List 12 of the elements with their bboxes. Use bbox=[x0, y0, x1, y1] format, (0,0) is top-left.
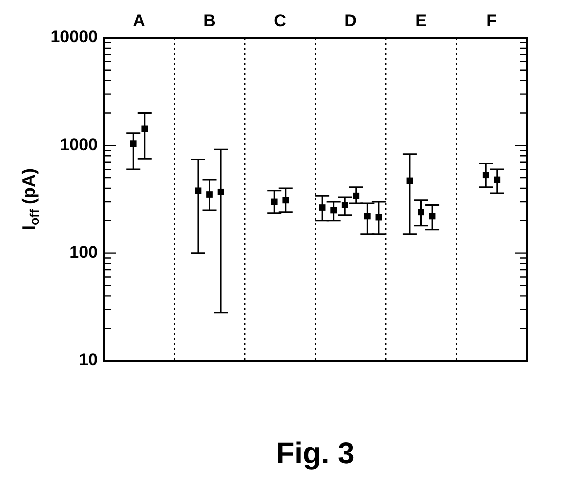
y-tick-label: 100 bbox=[70, 243, 98, 262]
y-tick-label: 10000 bbox=[50, 28, 98, 47]
x-tick-label: F bbox=[486, 11, 497, 30]
y-axis-title: Ioff (pA) bbox=[18, 168, 42, 231]
x-tick-label: C bbox=[274, 11, 286, 30]
x-tick-label: B bbox=[204, 11, 216, 30]
x-tick-label: D bbox=[344, 11, 357, 30]
x-tick-label: A bbox=[133, 11, 146, 30]
y-tick-label: 10 bbox=[79, 350, 98, 370]
y-tick-label: 1000 bbox=[60, 135, 98, 154]
text: Fig. 3 bbox=[276, 437, 355, 470]
x-tick-label: E bbox=[416, 11, 427, 30]
